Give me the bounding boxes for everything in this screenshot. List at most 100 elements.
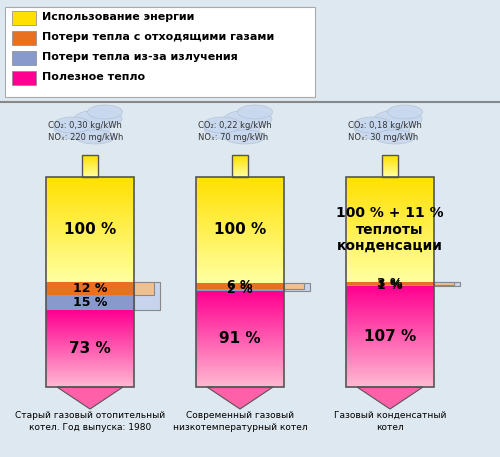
Bar bbox=[82, 171, 98, 172]
Bar bbox=[346, 351, 434, 353]
Bar bbox=[46, 314, 134, 315]
Bar bbox=[346, 363, 434, 365]
Bar bbox=[196, 359, 284, 361]
Bar bbox=[382, 165, 398, 166]
Bar bbox=[346, 375, 434, 377]
Text: низкотемпературный котел: низкотемпературный котел bbox=[172, 424, 308, 432]
Bar bbox=[46, 182, 134, 184]
Bar bbox=[382, 163, 398, 164]
Ellipse shape bbox=[88, 105, 122, 119]
Bar bbox=[346, 378, 434, 380]
Bar bbox=[196, 380, 284, 382]
Text: CO₂: 0,18 kg/kWh: CO₂: 0,18 kg/kWh bbox=[348, 122, 422, 131]
FancyBboxPatch shape bbox=[12, 51, 36, 65]
Bar bbox=[196, 367, 284, 369]
Ellipse shape bbox=[238, 105, 272, 119]
Bar bbox=[346, 217, 434, 219]
Polygon shape bbox=[284, 282, 310, 291]
Bar bbox=[196, 280, 284, 282]
Bar bbox=[196, 346, 284, 349]
Bar bbox=[82, 163, 98, 164]
Bar bbox=[382, 170, 398, 171]
Bar bbox=[232, 174, 248, 175]
Bar bbox=[346, 222, 434, 224]
Bar bbox=[346, 197, 434, 200]
Bar bbox=[346, 199, 434, 202]
Bar bbox=[196, 323, 284, 324]
Bar bbox=[346, 355, 434, 356]
Bar bbox=[232, 166, 248, 167]
Bar bbox=[232, 161, 248, 162]
Bar bbox=[382, 174, 398, 175]
Bar bbox=[346, 317, 434, 319]
Bar bbox=[46, 338, 134, 340]
Bar bbox=[346, 180, 434, 182]
Bar bbox=[232, 155, 248, 156]
Bar bbox=[196, 273, 284, 276]
Bar bbox=[82, 163, 98, 164]
Bar bbox=[196, 212, 284, 214]
Ellipse shape bbox=[374, 110, 422, 128]
Bar bbox=[46, 366, 134, 368]
Bar bbox=[46, 248, 134, 250]
Bar bbox=[196, 224, 284, 226]
Bar bbox=[346, 260, 434, 263]
Bar bbox=[232, 155, 248, 156]
Bar bbox=[346, 300, 434, 303]
Text: Потери тепла с отходящими газами: Потери тепла с отходящими газами bbox=[42, 32, 274, 42]
Bar bbox=[82, 165, 98, 166]
Bar bbox=[196, 300, 284, 302]
Bar bbox=[196, 233, 284, 235]
Bar bbox=[196, 191, 284, 193]
Bar bbox=[232, 167, 248, 168]
Bar bbox=[382, 158, 398, 159]
Text: Современный газовый: Современный газовый bbox=[186, 410, 294, 420]
Bar bbox=[382, 155, 398, 156]
Bar bbox=[346, 370, 434, 372]
Ellipse shape bbox=[203, 117, 241, 133]
Bar bbox=[46, 280, 134, 282]
Bar bbox=[196, 327, 284, 329]
Bar bbox=[346, 338, 434, 340]
Bar bbox=[82, 174, 98, 175]
Bar bbox=[232, 158, 248, 159]
Bar bbox=[346, 380, 434, 382]
Bar bbox=[46, 194, 134, 196]
Bar bbox=[196, 305, 284, 307]
Bar bbox=[232, 170, 248, 171]
Bar bbox=[346, 333, 434, 335]
Bar bbox=[196, 245, 284, 247]
Bar bbox=[196, 298, 284, 301]
Bar bbox=[46, 231, 134, 233]
Bar bbox=[232, 175, 248, 176]
Bar bbox=[346, 213, 434, 216]
Bar bbox=[82, 160, 98, 161]
Bar bbox=[346, 334, 434, 336]
Bar bbox=[346, 252, 434, 254]
Bar bbox=[382, 155, 398, 177]
Bar bbox=[46, 325, 134, 327]
Bar bbox=[196, 219, 284, 221]
Bar bbox=[232, 161, 248, 162]
Bar bbox=[82, 170, 98, 171]
Bar bbox=[196, 282, 284, 289]
Bar bbox=[346, 356, 434, 358]
Bar bbox=[46, 204, 134, 207]
Bar bbox=[346, 233, 434, 235]
Bar bbox=[82, 159, 98, 160]
Bar bbox=[346, 275, 434, 277]
Bar bbox=[46, 337, 134, 339]
Bar bbox=[382, 165, 398, 166]
Bar bbox=[196, 242, 284, 244]
Polygon shape bbox=[57, 387, 123, 409]
Bar bbox=[196, 210, 284, 212]
Bar bbox=[346, 218, 434, 221]
Text: NOₓ: 220 mg/kWh: NOₓ: 220 mg/kWh bbox=[48, 133, 124, 142]
Bar bbox=[346, 266, 434, 268]
Bar bbox=[346, 289, 434, 291]
Bar bbox=[232, 169, 248, 170]
Bar bbox=[346, 295, 434, 298]
Bar bbox=[46, 326, 134, 328]
Bar bbox=[82, 158, 98, 159]
Bar bbox=[346, 189, 434, 191]
